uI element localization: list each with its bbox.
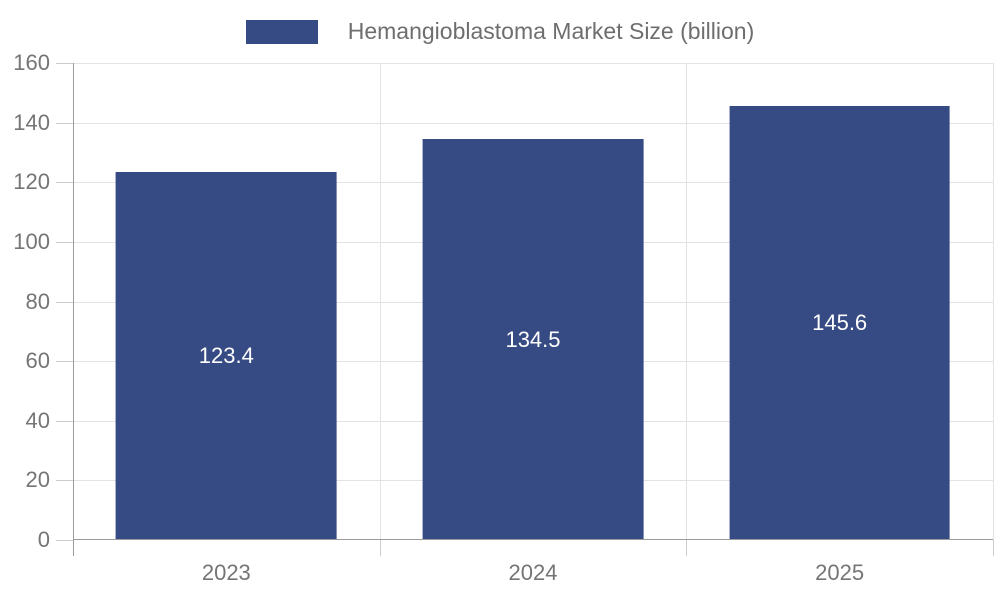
legend-label: Hemangioblastoma Market Size (billion) [347, 18, 755, 44]
x-axis-labels: 2023 2024 2025 [73, 560, 993, 588]
v-gridline [686, 63, 688, 540]
x-axis-tick [686, 540, 688, 556]
y-axis-labels: 0 20 40 60 80 100 120 140 160 [0, 50, 50, 552]
h-gridline [73, 122, 993, 124]
y-tick-label: 100 [13, 228, 50, 254]
y-axis-tick [56, 480, 73, 482]
y-tick-label: 140 [13, 109, 50, 135]
y-tick-label: 0 [37, 527, 50, 552]
y-tick-label: 20 [25, 467, 50, 493]
x-tick-label-2025: 2025 [815, 560, 865, 585]
y-axis-tick [56, 63, 73, 64]
y-axis-line [73, 63, 74, 556]
x-axis-tick [379, 540, 381, 556]
y-tick-label: 60 [25, 348, 50, 374]
y-tick-label: 40 [25, 407, 50, 433]
x-axis-tick [993, 540, 994, 556]
y-axis-tick [56, 301, 73, 303]
y-axis-tick [56, 182, 73, 184]
bar-2024[interactable]: 134.5 [422, 139, 644, 540]
h-gridline [73, 63, 993, 64]
y-tick-label: 160 [13, 50, 50, 75]
y-tick-label: 80 [25, 288, 50, 314]
x-tick-label-2024: 2024 [508, 560, 558, 585]
y-axis-tick [56, 361, 73, 363]
y-axis-tick [56, 540, 73, 541]
y-axis-tick [56, 122, 73, 124]
plot-area: 123.4 134.5 145.6 [56, 63, 994, 556]
bar-2023[interactable]: 123.4 [115, 172, 337, 540]
bar-value-label: 123.4 [198, 343, 254, 369]
legend-swatch [245, 19, 318, 44]
y-tick-label: 120 [13, 169, 50, 195]
legend-item[interactable]: Hemangioblastoma Market Size (billion) [0, 18, 1000, 45]
x-axis-line [73, 539, 993, 540]
y-axis-tick [56, 241, 73, 243]
x-tick-label-2023: 2023 [201, 560, 251, 585]
bar-value-label: 134.5 [505, 326, 561, 352]
v-gridline [993, 63, 994, 540]
bar-value-label: 145.6 [812, 309, 868, 335]
y-axis-tick [56, 420, 73, 422]
v-gridline [379, 63, 381, 540]
bar-2025[interactable]: 145.6 [729, 105, 951, 540]
